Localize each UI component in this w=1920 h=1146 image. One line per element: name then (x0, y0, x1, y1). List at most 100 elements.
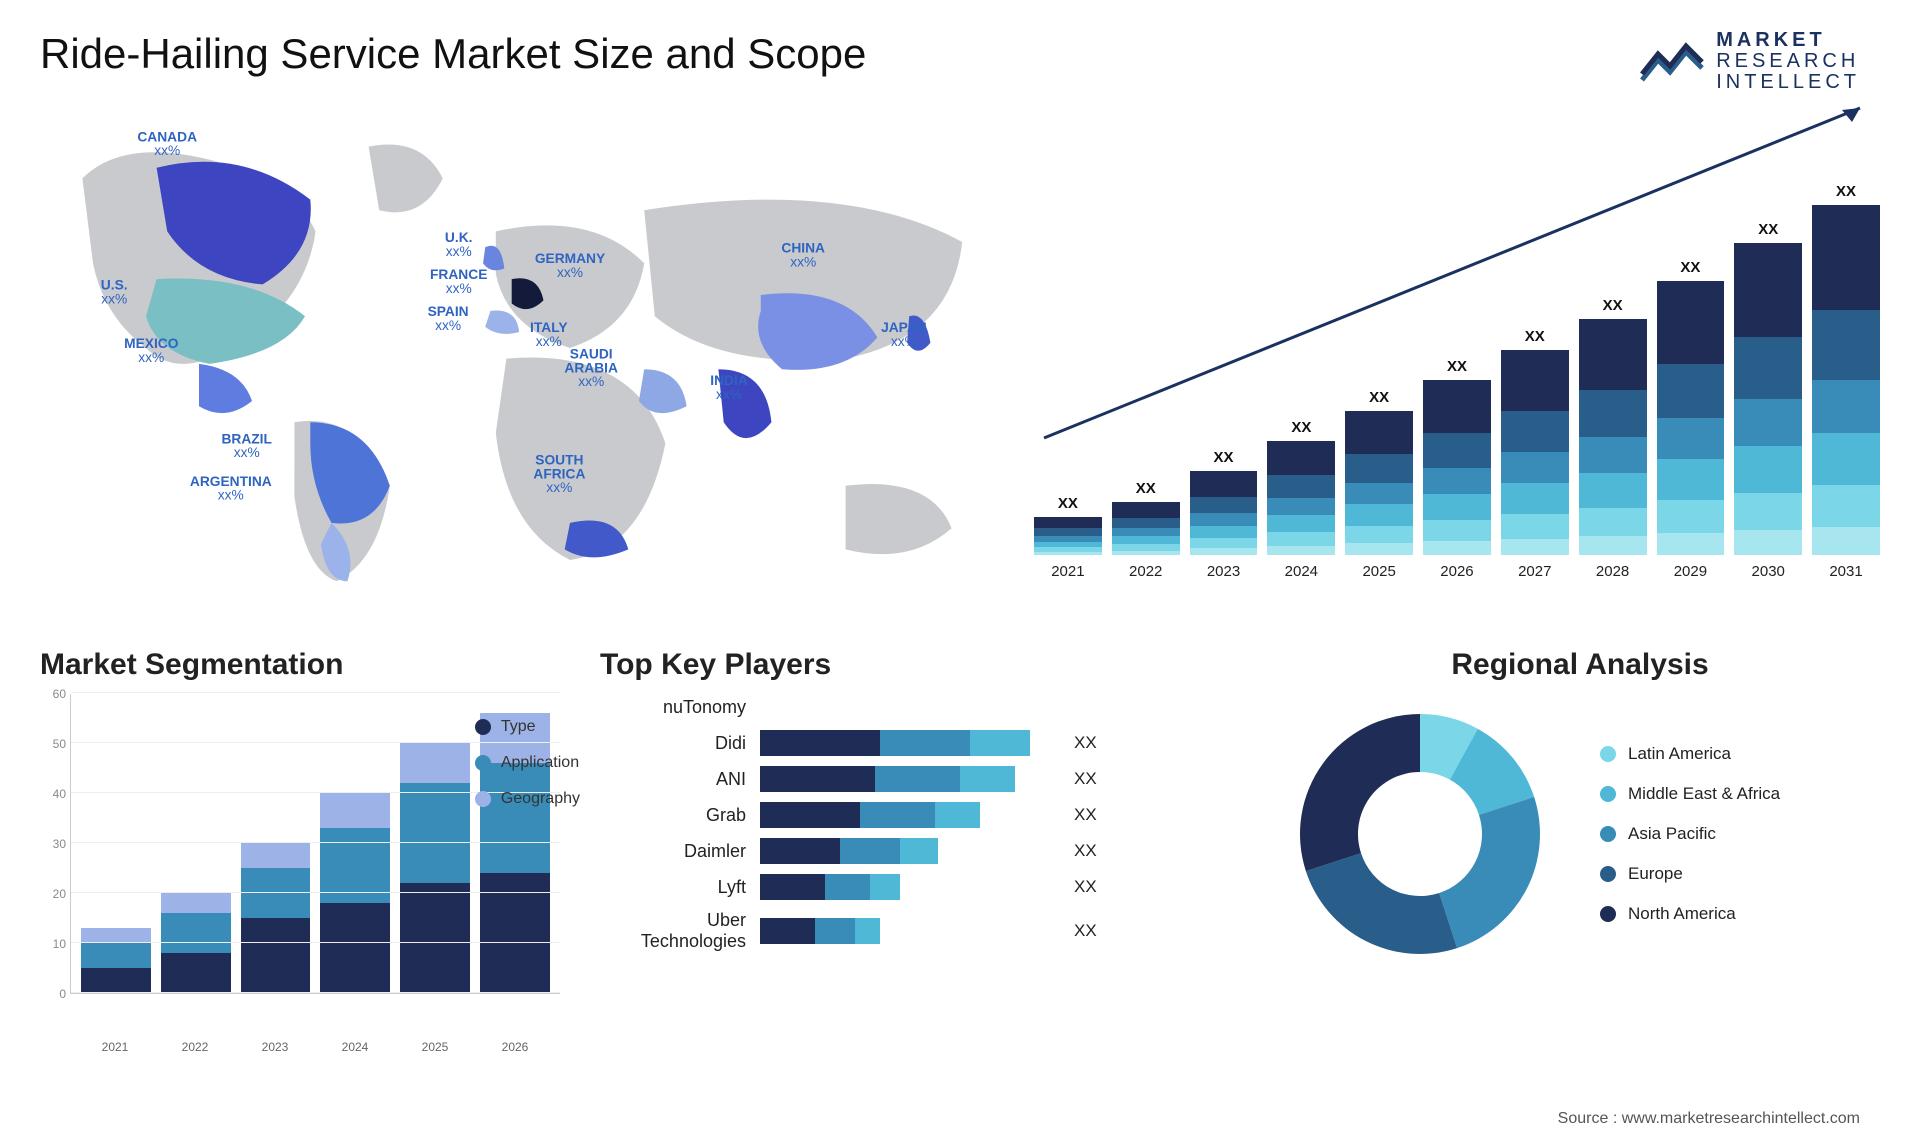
seg-year: 2023 (240, 1040, 310, 1054)
market-size-chart: XX2021XX2022XX2023XX2024XX2025XX2026XX20… (1034, 88, 1880, 608)
seg-year: 2021 (80, 1040, 150, 1054)
player-bar-segment (875, 766, 960, 792)
bar-segment (1190, 513, 1258, 526)
seg-segment (400, 743, 470, 783)
bar-segment (1734, 399, 1802, 446)
player-bar-segment (855, 918, 880, 944)
bar-segment (1423, 468, 1491, 494)
bar-segment (1579, 319, 1647, 390)
bar-segment (1579, 437, 1647, 472)
bar-value: XX (1525, 328, 1545, 345)
legend-label: Application (501, 754, 579, 772)
bar-segment (1112, 518, 1180, 529)
bar-segment (1345, 411, 1413, 454)
bar-segment (1267, 532, 1335, 546)
y-tick: 30 (53, 837, 66, 851)
logo-line1: MARKET (1716, 30, 1860, 51)
seg-bar (241, 843, 311, 993)
legend-dot (1600, 826, 1616, 842)
legend-dot (475, 791, 491, 807)
bar-segment (1267, 475, 1335, 498)
donut-legend-item: Middle East & Africa (1600, 784, 1780, 804)
donut-legend-item: Latin America (1600, 744, 1780, 764)
seg-segment (161, 953, 231, 993)
bar-year: 2030 (1752, 563, 1785, 580)
player-bar-segment (760, 766, 875, 792)
legend-dot (1600, 866, 1616, 882)
regional-panel: Regional Analysis Latin America Middle Ea… (1280, 648, 1880, 1068)
legend-label: Latin America (1628, 744, 1731, 764)
player-value: XX (1074, 877, 1097, 897)
player-bar-segment (960, 766, 1015, 792)
legend-dot (1600, 746, 1616, 762)
player-bar-segment (760, 730, 880, 756)
legend-dot (1600, 906, 1616, 922)
player-name: Didi (600, 733, 760, 754)
player-bar-segment (970, 730, 1030, 756)
y-tick: 60 (53, 687, 66, 701)
player-bar (760, 838, 1060, 864)
seg-segment (161, 893, 231, 913)
key-players-panel: Top Key Players nuTonomyDidiXXANIXXGrabX… (600, 648, 1240, 1068)
player-bar-segment (760, 838, 840, 864)
logo-line2: RESEARCH (1716, 51, 1860, 72)
bar-year: 2025 (1362, 563, 1395, 580)
player-value: XX (1074, 733, 1097, 753)
bar-value: XX (1447, 358, 1467, 375)
bar-segment (1501, 483, 1569, 514)
player-value: XX (1074, 841, 1097, 861)
bar-year: 2023 (1207, 563, 1240, 580)
bar-segment (1034, 528, 1102, 536)
page-title: Ride-Hailing Service Market Size and Sco… (40, 30, 1880, 78)
player-bar (760, 918, 1060, 944)
player-bar-segment (760, 874, 825, 900)
seg-segment (320, 793, 390, 828)
player-value: XX (1074, 921, 1097, 941)
bar-value: XX (1680, 259, 1700, 276)
bar-segment (1267, 546, 1335, 555)
legend-label: Europe (1628, 864, 1683, 884)
player-bar (760, 766, 1060, 792)
bar-segment (1812, 205, 1880, 310)
seg-segment (81, 928, 151, 943)
bar-segment (1190, 471, 1258, 496)
player-name: Uber Technologies (600, 910, 760, 952)
seg-year: 2025 (400, 1040, 470, 1054)
bar-segment (1579, 536, 1647, 555)
player-bar-segment (900, 838, 938, 864)
bar-segment (1657, 364, 1725, 419)
bar-segment (1190, 526, 1258, 539)
bar-segment (1734, 337, 1802, 399)
seg-segment (81, 968, 151, 993)
bar-segment (1734, 493, 1802, 530)
bar-year: 2029 (1674, 563, 1707, 580)
seg-segment (241, 843, 311, 868)
player-value: XX (1074, 769, 1097, 789)
seg-segment (400, 783, 470, 883)
world-map: CANADAxx%U.S.xx%MEXICOxx%BRAZILxx%ARGENT… (40, 88, 994, 608)
donut-legend-item: Europe (1600, 864, 1780, 884)
bar-segment (1501, 539, 1569, 555)
bar-segment (1812, 310, 1880, 380)
donut-slice (1439, 797, 1540, 948)
player-row: LyftXX (600, 874, 1240, 900)
bar-column: XX2022 (1112, 480, 1180, 580)
bar-segment (1190, 497, 1258, 514)
map-label: BRAZILxx% (221, 431, 271, 460)
player-name: nuTonomy (600, 697, 760, 718)
bar-segment (1812, 380, 1880, 432)
bar-segment (1423, 433, 1491, 468)
bar-segment (1190, 548, 1258, 555)
donut-slice (1306, 853, 1457, 954)
regional-title: Regional Analysis (1280, 648, 1880, 682)
bar-segment (1579, 508, 1647, 536)
seg-bar (400, 743, 470, 993)
player-bar (760, 874, 1060, 900)
y-tick: 0 (59, 987, 66, 1001)
legend-dot (475, 755, 491, 771)
player-bar-segment (825, 874, 870, 900)
players-title: Top Key Players (600, 648, 1240, 682)
bar-segment (1112, 551, 1180, 555)
seg-segment (241, 918, 311, 993)
donut-slice (1300, 714, 1420, 871)
